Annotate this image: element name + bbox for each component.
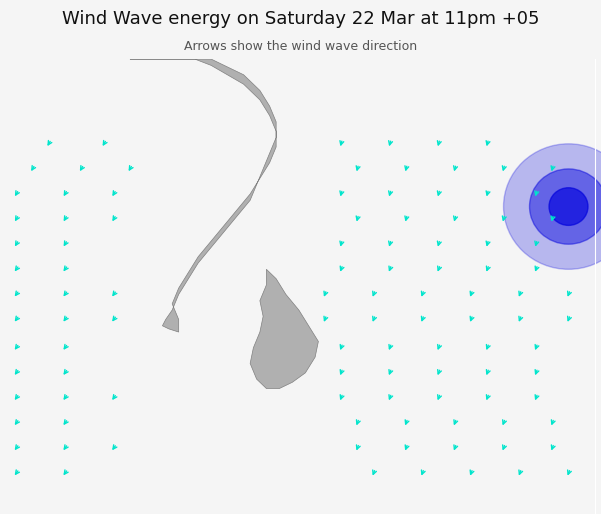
Polygon shape (130, 59, 276, 332)
Circle shape (549, 188, 588, 225)
Circle shape (529, 169, 601, 244)
Text: Arrows show the wind wave direction: Arrows show the wind wave direction (184, 40, 417, 52)
Polygon shape (250, 269, 319, 389)
Text: Wind Wave energy on Saturday 22 Mar at 11pm +05: Wind Wave energy on Saturday 22 Mar at 1… (62, 10, 539, 28)
Circle shape (504, 144, 601, 269)
